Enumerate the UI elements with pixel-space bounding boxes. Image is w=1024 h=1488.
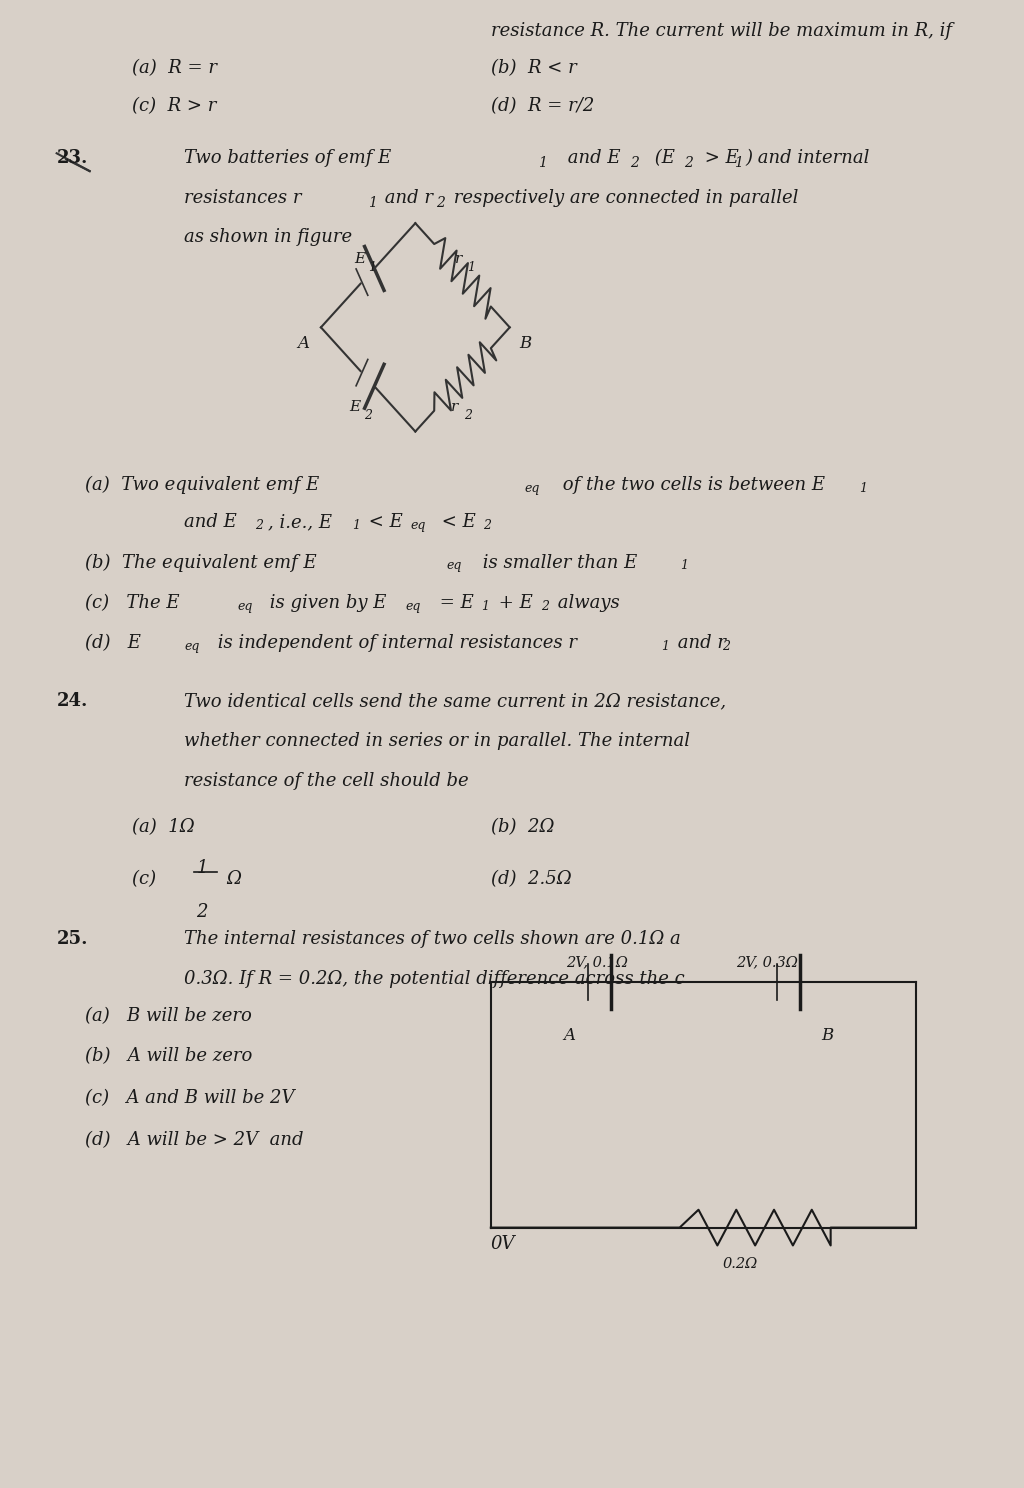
Text: ) and internal: ) and internal bbox=[745, 149, 870, 167]
Text: is given by E: is given by E bbox=[264, 594, 387, 612]
Text: (a)  1Ω: (a) 1Ω bbox=[132, 818, 195, 836]
Text: Ω: Ω bbox=[226, 870, 242, 888]
Text: 1: 1 bbox=[369, 196, 377, 210]
Text: = E: = E bbox=[434, 594, 474, 612]
Text: 2: 2 bbox=[541, 600, 549, 613]
Text: A: A bbox=[297, 335, 309, 351]
Text: as shown in figure: as shown in figure bbox=[184, 228, 352, 246]
Text: (b)  R < r: (b) R < r bbox=[490, 60, 577, 77]
Text: 1: 1 bbox=[734, 156, 743, 170]
Text: Two identical cells send the same current in 2Ω resistance,: Two identical cells send the same curren… bbox=[184, 692, 726, 710]
Text: < E: < E bbox=[364, 513, 403, 531]
Text: (a)  R = r: (a) R = r bbox=[132, 60, 217, 77]
Text: resistance of the cell should be: resistance of the cell should be bbox=[184, 772, 469, 790]
Text: of the two cells is between E: of the two cells is between E bbox=[557, 476, 825, 494]
Text: B: B bbox=[519, 335, 531, 351]
Text: (d)   E: (d) E bbox=[85, 634, 141, 652]
Text: (a)   B will be zero: (a) B will be zero bbox=[85, 1007, 252, 1025]
Text: 23.: 23. bbox=[56, 149, 88, 167]
Text: 2: 2 bbox=[255, 519, 263, 533]
Text: and E: and E bbox=[561, 149, 621, 167]
Text: 2: 2 bbox=[483, 519, 492, 533]
Text: 1: 1 bbox=[352, 519, 360, 533]
Text: (d)   A will be > 2V  and: (d) A will be > 2V and bbox=[85, 1131, 303, 1149]
Text: 24.: 24. bbox=[56, 692, 88, 710]
Text: 1: 1 bbox=[369, 260, 376, 274]
Text: 2V, 0.1Ω: 2V, 0.1Ω bbox=[566, 955, 629, 969]
Text: E: E bbox=[349, 400, 360, 414]
Text: r: r bbox=[455, 253, 462, 266]
Text: eq: eq bbox=[238, 600, 253, 613]
Text: (E: (E bbox=[649, 149, 675, 167]
Text: whether connected in series or in parallel. The internal: whether connected in series or in parall… bbox=[184, 732, 690, 750]
Text: 2: 2 bbox=[365, 409, 373, 421]
Text: (c)  R > r: (c) R > r bbox=[132, 97, 216, 115]
Text: respectively are connected in parallel: respectively are connected in parallel bbox=[449, 189, 799, 207]
Text: 0.3Ω. If R = 0.2Ω, the potential difference across the c: 0.3Ω. If R = 0.2Ω, the potential differe… bbox=[184, 970, 685, 988]
Text: (c): (c) bbox=[132, 870, 168, 888]
Text: 1: 1 bbox=[660, 640, 669, 653]
Text: B: B bbox=[821, 1027, 834, 1043]
Text: eq: eq bbox=[406, 600, 421, 613]
Text: 2: 2 bbox=[465, 409, 472, 421]
Text: and r: and r bbox=[380, 189, 433, 207]
Text: 2: 2 bbox=[436, 196, 445, 210]
Text: eq: eq bbox=[525, 482, 541, 496]
Text: eq: eq bbox=[184, 640, 200, 653]
Text: 1: 1 bbox=[538, 156, 547, 170]
Text: eq: eq bbox=[411, 519, 426, 533]
Text: 0V: 0V bbox=[490, 1235, 515, 1253]
Text: 2: 2 bbox=[722, 640, 730, 653]
Text: r: r bbox=[452, 400, 459, 414]
Text: (b)  The equivalent emf E: (b) The equivalent emf E bbox=[85, 554, 316, 571]
Text: (d)  2.5Ω: (d) 2.5Ω bbox=[490, 870, 571, 888]
Text: (d)  R = r/2: (d) R = r/2 bbox=[490, 97, 594, 115]
Text: Two batteries of emf E: Two batteries of emf E bbox=[184, 149, 391, 167]
Text: (c)   A and B will be 2V: (c) A and B will be 2V bbox=[85, 1089, 295, 1107]
Text: always: always bbox=[552, 594, 620, 612]
Text: is smaller than E: is smaller than E bbox=[477, 554, 637, 571]
Text: 1: 1 bbox=[467, 260, 475, 274]
Text: and E: and E bbox=[184, 513, 237, 531]
Text: 0.2Ω: 0.2Ω bbox=[722, 1257, 758, 1271]
Text: A: A bbox=[563, 1027, 575, 1043]
Text: > E: > E bbox=[698, 149, 738, 167]
Text: 2V, 0.3Ω: 2V, 0.3Ω bbox=[736, 955, 798, 969]
Text: eq: eq bbox=[446, 559, 462, 573]
Text: is independent of internal resistances r: is independent of internal resistances r bbox=[212, 634, 578, 652]
Text: 1: 1 bbox=[859, 482, 867, 496]
Text: 2: 2 bbox=[631, 156, 639, 170]
Text: (b)  2Ω: (b) 2Ω bbox=[490, 818, 554, 836]
Text: resistance R. The current will be maximum in R, if: resistance R. The current will be maximu… bbox=[490, 22, 952, 40]
Text: and r: and r bbox=[672, 634, 726, 652]
Text: 1: 1 bbox=[481, 600, 489, 613]
Text: (c)   The E: (c) The E bbox=[85, 594, 179, 612]
Text: 2: 2 bbox=[197, 903, 208, 921]
Text: 1: 1 bbox=[197, 859, 208, 876]
Text: < E: < E bbox=[436, 513, 476, 531]
Text: 1: 1 bbox=[680, 559, 688, 573]
Text: (a)  Two equivalent emf E: (a) Two equivalent emf E bbox=[85, 476, 319, 494]
Text: E: E bbox=[354, 253, 366, 266]
Text: + E: + E bbox=[493, 594, 532, 612]
Text: resistances r: resistances r bbox=[184, 189, 301, 207]
Text: (b)   A will be zero: (b) A will be zero bbox=[85, 1048, 252, 1065]
Text: 2: 2 bbox=[684, 156, 693, 170]
Text: , i.e., E: , i.e., E bbox=[268, 513, 332, 531]
Text: 25.: 25. bbox=[56, 930, 88, 948]
Text: The internal resistances of two cells shown are 0.1Ω a: The internal resistances of two cells sh… bbox=[184, 930, 681, 948]
